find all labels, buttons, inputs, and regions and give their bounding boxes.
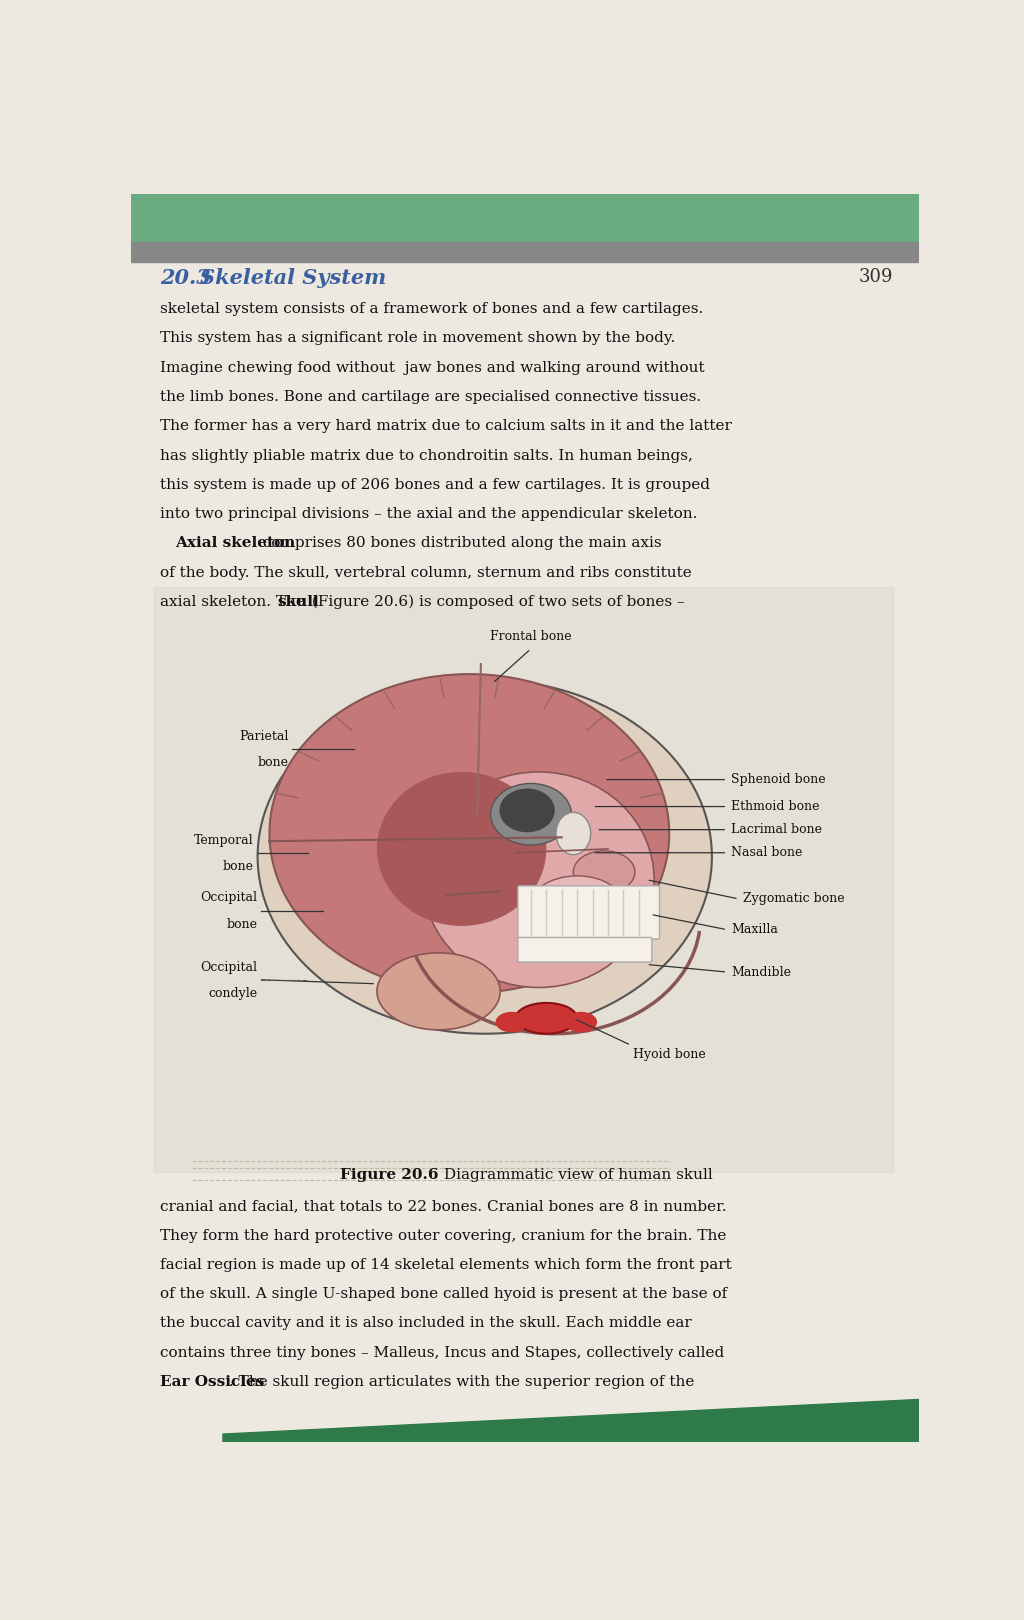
Text: Skeletal System: Skeletal System [200,267,386,288]
Text: Hyoid bone: Hyoid bone [633,1048,706,1061]
Text: this system is made up of 206 bones and a few cartilages. It is grouped: this system is made up of 206 bones and … [160,478,710,492]
Text: They form the hard protective outer covering, cranium for the brain. The: They form the hard protective outer cove… [160,1228,726,1243]
Ellipse shape [515,1003,578,1034]
Ellipse shape [556,812,591,855]
Text: Parietal: Parietal [239,729,289,742]
Text: bone: bone [223,860,254,873]
Ellipse shape [377,771,547,927]
Text: The former has a very hard matrix due to calcium salts in it and the latter: The former has a very hard matrix due to… [160,420,732,433]
Ellipse shape [573,850,635,893]
Text: axial skeleton. The: axial skeleton. The [160,595,309,609]
Text: (Figure 20.6) is composed of two sets of bones –: (Figure 20.6) is composed of two sets of… [307,595,684,609]
Text: the limb bones. Bone and cartilage are specialised connective tissues.: the limb bones. Bone and cartilage are s… [160,390,701,403]
Text: Nasal bone: Nasal bone [731,846,803,859]
Text: Ethmoid bone: Ethmoid bone [731,800,819,813]
Text: into two principal divisions – the axial and the appendicular skeleton.: into two principal divisions – the axial… [160,507,697,522]
Ellipse shape [377,953,500,1030]
Bar [131,241,920,262]
Text: of the skull. A single U-shaped bone called hyoid is present at the base of: of the skull. A single U-shaped bone cal… [160,1286,727,1301]
Text: Lacrimal bone: Lacrimal bone [731,823,822,836]
Text: 20.3: 20.3 [160,267,211,288]
Text: Maxilla: Maxilla [731,923,778,936]
Text: Sphenoid bone: Sphenoid bone [731,773,825,786]
Polygon shape [223,1400,920,1442]
Text: This system has a significant role in movement shown by the body.: This system has a significant role in mo… [160,332,675,345]
Text: contains three tiny bones – Malleus, Incus and Stapes, collectively called: contains three tiny bones – Malleus, Inc… [160,1346,724,1359]
Text: Occipital: Occipital [201,891,258,904]
Text: Temporal: Temporal [195,834,254,847]
Text: condyle: condyle [209,988,258,1001]
FancyBboxPatch shape [518,886,659,940]
Text: facial region is made up of 14 skeletal elements which form the front part: facial region is made up of 14 skeletal … [160,1257,731,1272]
Text: Ear Ossicles: Ear Ossicles [160,1375,264,1388]
Bar [131,194,920,241]
Text: Imagine chewing food without  jaw bones and walking around without: Imagine chewing food without jaw bones a… [160,361,705,374]
Text: has slightly pliable matrix due to chondroitin salts. In human beings,: has slightly pliable matrix due to chond… [160,449,692,462]
Ellipse shape [497,1012,527,1032]
Text: . The skull region articulates with the superior region of the: . The skull region articulates with the … [229,1375,694,1388]
Ellipse shape [500,789,554,831]
FancyBboxPatch shape [518,938,652,962]
Text: Mandible: Mandible [731,966,792,978]
Ellipse shape [527,876,628,944]
Text: Zygomatic bone: Zygomatic bone [742,893,845,906]
Text: Occipital: Occipital [201,961,258,974]
Ellipse shape [269,674,670,993]
Ellipse shape [565,1012,596,1032]
Text: the buccal cavity and it is also included in the skull. Each middle ear: the buccal cavity and it is also include… [160,1317,691,1330]
Ellipse shape [258,679,712,1034]
Text: Figure 20.6: Figure 20.6 [340,1168,438,1183]
Text: comprises 80 bones distributed along the main axis: comprises 80 bones distributed along the… [258,536,662,551]
Text: bone: bone [257,757,289,770]
Ellipse shape [423,771,654,988]
Text: of the body. The skull, vertebral column, sternum and ribs constitute: of the body. The skull, vertebral column… [160,565,691,580]
Text: skeletal system consists of a framework of bones and a few cartilages.: skeletal system consists of a framework … [160,303,703,316]
Text: skull: skull [278,595,319,609]
Text: 309: 309 [858,267,893,285]
Text: bone: bone [226,919,258,932]
Text: cranial and facial, that totals to 22 bones. Cranial bones are 8 in number.: cranial and facial, that totals to 22 bo… [160,1199,726,1213]
Ellipse shape [490,784,571,846]
Text: Frontal bone: Frontal bone [490,630,571,643]
Text: Diagrammatic view of human skull: Diagrammatic view of human skull [438,1168,713,1183]
Text: Axial skeleton: Axial skeleton [175,536,296,551]
Bar [154,586,893,1173]
